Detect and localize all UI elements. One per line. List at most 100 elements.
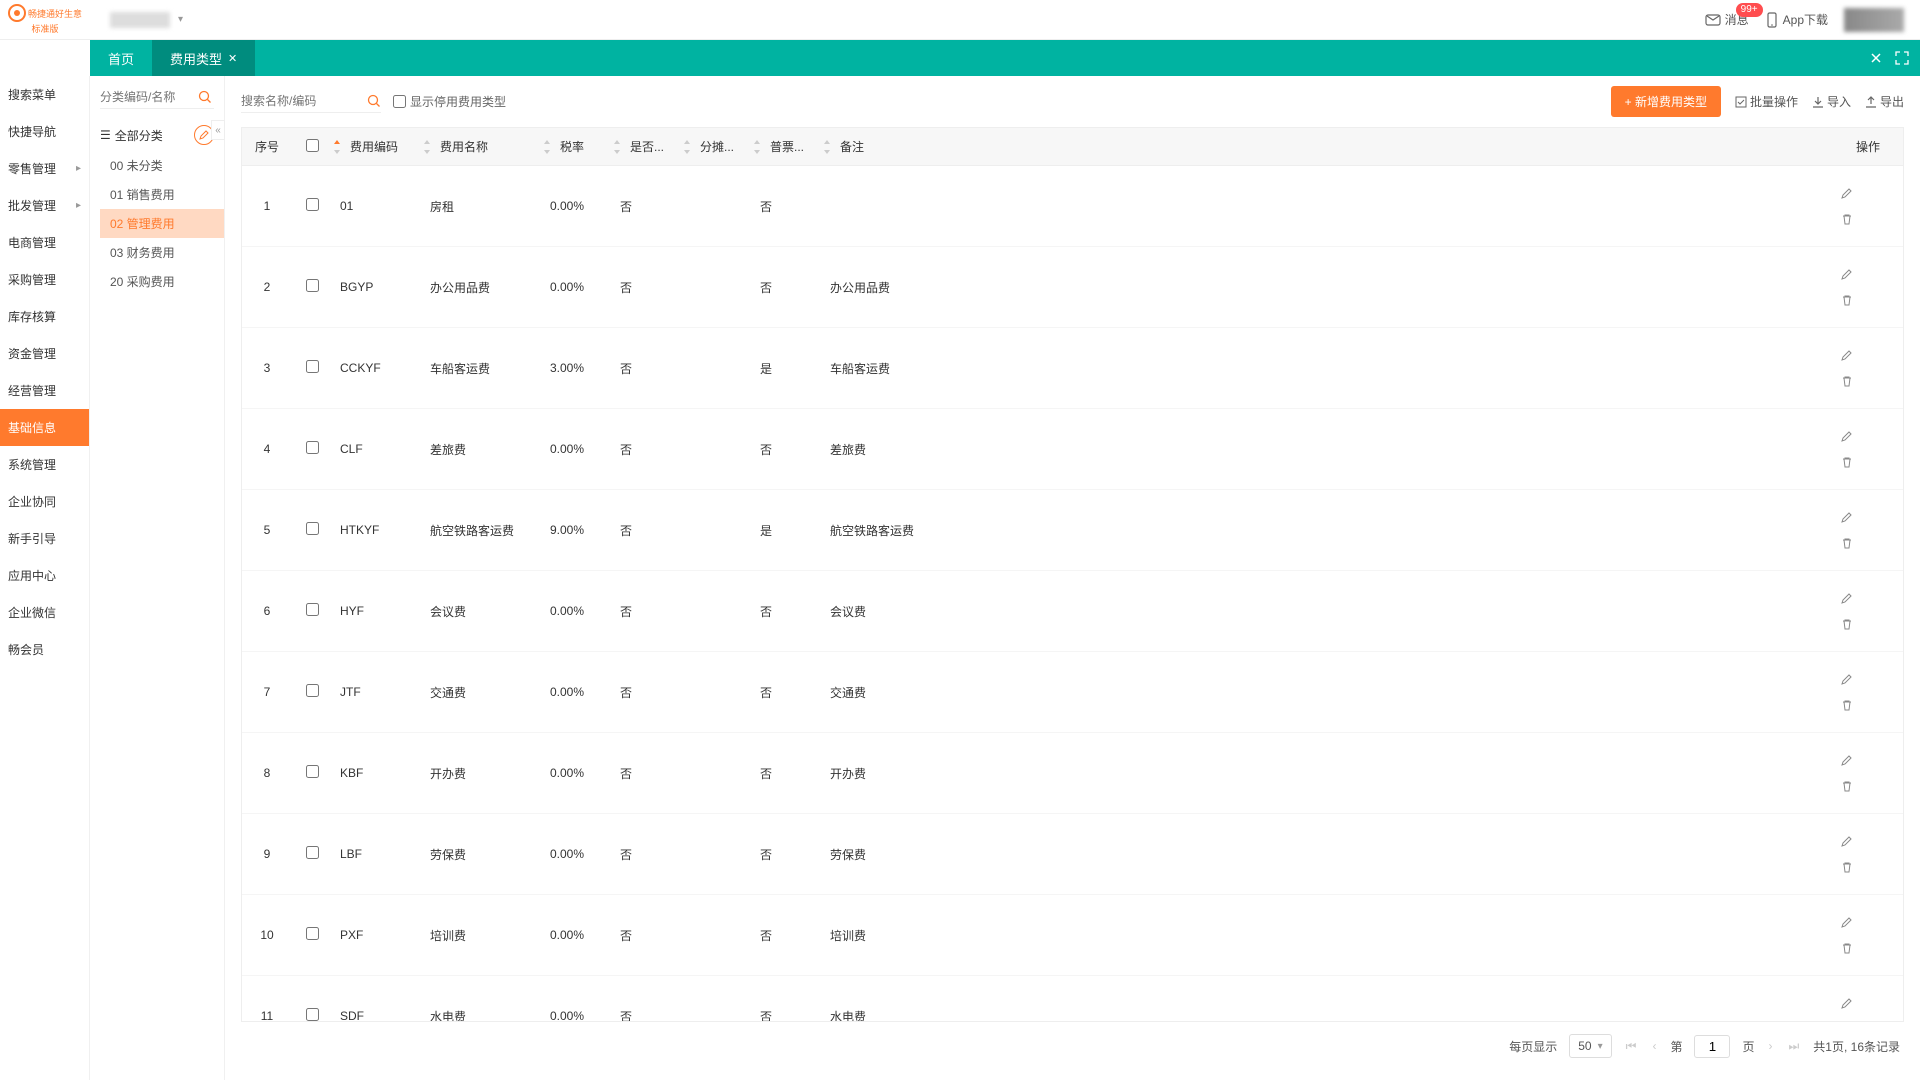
export-button[interactable]: 导出 xyxy=(1865,93,1904,110)
category-search-input[interactable] xyxy=(100,86,214,109)
import-button[interactable]: 导入 xyxy=(1812,93,1851,110)
edit-icon[interactable] xyxy=(1841,430,1895,442)
category-item[interactable]: 00 未分类 xyxy=(100,151,224,180)
delete-icon[interactable] xyxy=(1841,618,1895,630)
next-page-button[interactable]: › xyxy=(1766,1039,1774,1053)
edit-icon[interactable] xyxy=(1841,268,1895,280)
company-selector[interactable]: ▾ xyxy=(90,12,203,28)
first-page-button[interactable]: ⏮ xyxy=(1624,1039,1639,1054)
delete-icon[interactable] xyxy=(1841,537,1895,549)
page-input[interactable] xyxy=(1694,1035,1730,1058)
show-disabled-checkbox[interactable]: 显示停用费用类型 xyxy=(393,93,506,110)
show-disabled-input[interactable] xyxy=(393,95,406,108)
sidebar-item-快捷导航[interactable]: 快捷导航 xyxy=(0,113,89,150)
fullscreen-button[interactable] xyxy=(1894,50,1910,66)
row-checkbox[interactable] xyxy=(306,279,319,292)
row-checkbox[interactable] xyxy=(306,360,319,373)
collapse-panel-button[interactable]: « xyxy=(211,120,225,140)
sidebar-item-系统管理[interactable]: 系统管理 xyxy=(0,446,89,483)
col-ticket[interactable]: 普票... xyxy=(752,128,822,166)
sidebar-item-采购管理[interactable]: 采购管理 xyxy=(0,261,89,298)
sidebar-item-基础信息[interactable]: 基础信息 xyxy=(0,409,89,446)
edit-icon[interactable] xyxy=(1841,592,1895,604)
row-checkbox[interactable] xyxy=(306,522,319,535)
delete-icon[interactable] xyxy=(1841,861,1895,873)
row-checkbox[interactable] xyxy=(306,603,319,616)
sidebar-item-搜索菜单[interactable]: 搜索菜单 xyxy=(0,76,89,113)
col-rate[interactable]: 税率 xyxy=(542,128,612,166)
table-row[interactable]: 3CCKYF车船客运费3.00%否是车船客运费 xyxy=(242,328,1903,409)
col-remark[interactable]: 备注 xyxy=(822,128,1833,166)
category-item[interactable]: 20 采购费用 xyxy=(100,267,224,296)
search-icon[interactable] xyxy=(367,94,381,108)
table-row[interactable]: 8KBF开办费0.00%否否开办费 xyxy=(242,733,1903,814)
edit-icon[interactable] xyxy=(1841,673,1895,685)
row-checkbox[interactable] xyxy=(306,846,319,859)
category-item[interactable]: 02 管理费用 xyxy=(100,209,224,238)
edit-icon[interactable] xyxy=(1841,754,1895,766)
user-avatar[interactable] xyxy=(1844,8,1904,32)
sidebar-item-经营管理[interactable]: 经营管理 xyxy=(0,372,89,409)
col-code[interactable]: 费用编码 xyxy=(332,128,422,166)
table-row[interactable]: 10PXF培训费0.00%否否培训费 xyxy=(242,895,1903,976)
sidebar-item-批发管理[interactable]: 批发管理▸ xyxy=(0,187,89,224)
close-icon[interactable]: ✕ xyxy=(228,52,237,65)
col-seq[interactable]: 序号 xyxy=(242,128,292,166)
add-fee-type-button[interactable]: + 新增费用类型 xyxy=(1611,86,1721,117)
per-page-select[interactable]: 50 ▾ xyxy=(1569,1034,1611,1058)
sidebar-item-企业微信[interactable]: 企业微信 xyxy=(0,594,89,631)
row-checkbox[interactable] xyxy=(306,927,319,940)
table-row[interactable]: 7JTF交通费0.00%否否交通费 xyxy=(242,652,1903,733)
table-row[interactable]: 9LBF劳保费0.00%否否劳保费 xyxy=(242,814,1903,895)
col-name[interactable]: 费用名称 xyxy=(422,128,542,166)
messages-button[interactable]: 消息 99+ xyxy=(1705,11,1749,28)
close-all-tabs-button[interactable] xyxy=(1868,50,1884,66)
table-row[interactable]: 4CLF差旅费0.00%否否差旅费 xyxy=(242,409,1903,490)
edit-icon[interactable] xyxy=(1841,187,1895,199)
category-all-header[interactable]: ☰ 全部分类 xyxy=(90,119,224,151)
table-row[interactable]: 5HTKYF航空铁路客运费9.00%否是航空铁路客运费 xyxy=(242,490,1903,571)
delete-icon[interactable] xyxy=(1841,294,1895,306)
sidebar-item-企业协同[interactable]: 企业协同 xyxy=(0,483,89,520)
sidebar-item-电商管理[interactable]: 电商管理 xyxy=(0,224,89,261)
category-item[interactable]: 03 财务费用 xyxy=(100,238,224,267)
edit-icon[interactable] xyxy=(1841,835,1895,847)
search-input[interactable] xyxy=(241,90,381,113)
edit-icon[interactable] xyxy=(1841,511,1895,523)
delete-icon[interactable] xyxy=(1841,375,1895,387)
row-checkbox[interactable] xyxy=(306,684,319,697)
delete-icon[interactable] xyxy=(1841,942,1895,954)
table-row[interactable]: 6HYF会议费0.00%否否会议费 xyxy=(242,571,1903,652)
tab-费用类型[interactable]: 费用类型✕ xyxy=(152,40,255,76)
select-all-checkbox[interactable] xyxy=(306,139,319,152)
table-row[interactable]: 11SDF水电费0.00%否否水电费 xyxy=(242,976,1903,1023)
sidebar-item-畅会员[interactable]: 畅会员 xyxy=(0,631,89,668)
table-row[interactable]: 2BGYP办公用品费0.00%否否办公用品费 xyxy=(242,247,1903,328)
sidebar-item-资金管理[interactable]: 资金管理 xyxy=(0,335,89,372)
search-icon[interactable] xyxy=(198,90,212,104)
category-item[interactable]: 01 销售费用 xyxy=(100,180,224,209)
sidebar-item-新手引导[interactable]: 新手引导 xyxy=(0,520,89,557)
delete-icon[interactable] xyxy=(1841,456,1895,468)
row-checkbox[interactable] xyxy=(306,441,319,454)
last-page-button[interactable]: ⏭ xyxy=(1786,1039,1801,1054)
sidebar-item-库存核算[interactable]: 库存核算 xyxy=(0,298,89,335)
prev-page-button[interactable]: ‹ xyxy=(1650,1039,1658,1053)
table-row[interactable]: 101房租0.00%否否 xyxy=(242,166,1903,247)
col-is1[interactable]: 是否... xyxy=(612,128,682,166)
edit-icon[interactable] xyxy=(1841,997,1895,1009)
delete-icon[interactable] xyxy=(1841,780,1895,792)
delete-icon[interactable] xyxy=(1841,213,1895,225)
delete-icon[interactable] xyxy=(1841,699,1895,711)
edit-icon[interactable] xyxy=(1841,916,1895,928)
batch-action-button[interactable]: 批量操作 xyxy=(1735,93,1798,110)
sidebar-item-零售管理[interactable]: 零售管理▸ xyxy=(0,150,89,187)
col-amort[interactable]: 分摊... xyxy=(682,128,752,166)
row-checkbox[interactable] xyxy=(306,1008,319,1021)
row-checkbox[interactable] xyxy=(306,198,319,211)
app-download-button[interactable]: App下载 xyxy=(1765,11,1828,28)
tab-首页[interactable]: 首页 xyxy=(90,40,152,76)
edit-icon[interactable] xyxy=(1841,349,1895,361)
row-checkbox[interactable] xyxy=(306,765,319,778)
sidebar-item-应用中心[interactable]: 应用中心 xyxy=(0,557,89,594)
